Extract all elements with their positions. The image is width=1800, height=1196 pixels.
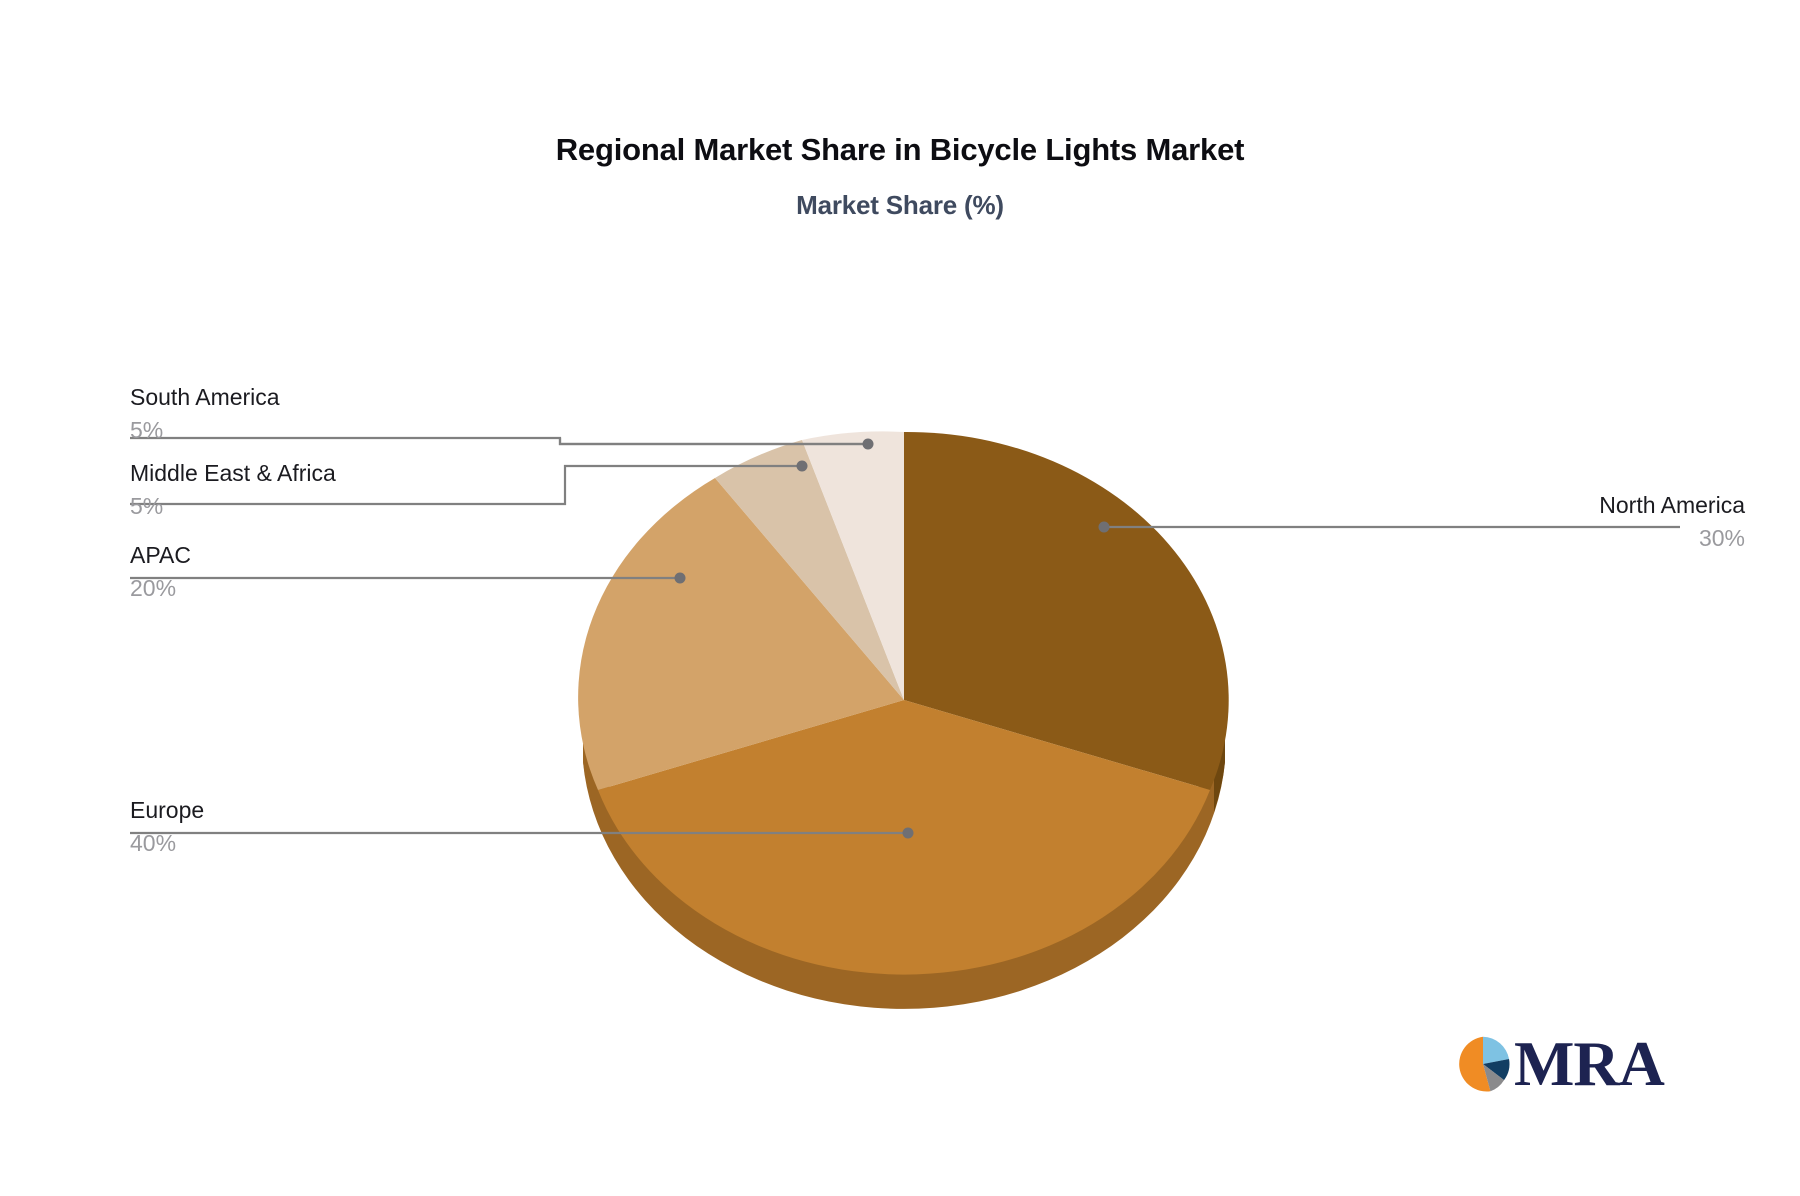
pie-slice-north-america[interactable] [904, 431, 1229, 790]
pie-slice-south-america[interactable] [802, 431, 904, 700]
leader-lines [130, 436, 1680, 835]
callout-north-america[interactable]: North America 30% [1599, 490, 1745, 554]
leader-dot-apac [674, 572, 686, 584]
callout-label-apac: APAC [130, 542, 191, 568]
pie-slice-apac[interactable] [578, 478, 904, 790]
callout-label-europe: Europe [130, 797, 205, 823]
leader-dot-europe [902, 827, 914, 839]
callout-value-south-america: 5% [130, 417, 164, 444]
callout-middle-east-africa[interactable]: Middle East & Africa 5% [130, 458, 336, 522]
callout-south-america[interactable]: South America 5% [130, 382, 280, 446]
logo-wordmark: MRA [1514, 1028, 1665, 1099]
callout-label-middle-east-africa: Middle East & Africa [130, 460, 336, 486]
leader-dot-south-america [862, 438, 874, 450]
page-title: Regional Market Share in Bicycle Lights … [555, 132, 1245, 167]
pie-slice-middle-east-africa[interactable] [715, 440, 904, 700]
callout-value-europe: 40% [130, 830, 177, 857]
leader-dot-north-america [1098, 521, 1110, 533]
callout-value-north-america: 30% [1698, 525, 1745, 552]
callout-europe[interactable]: Europe 40% [130, 795, 204, 859]
chart-subtitle: Market Share (%) [796, 190, 1004, 220]
callout-label-north-america: North America [1599, 492, 1745, 518]
callout-label-south-america: South America [130, 384, 280, 410]
callout-value-middle-east-africa: 5% [130, 493, 164, 520]
pie-chart-icon [1459, 1036, 1510, 1092]
callout-value-apac: 20% [130, 575, 177, 602]
pie-top-face [578, 431, 1229, 975]
pie-slice-europe[interactable] [598, 700, 1210, 975]
leader-dots [674, 438, 1110, 839]
leader-dot-middle-east-africa [796, 460, 808, 472]
brand-logo[interactable]: MRA [1452, 1028, 1665, 1099]
callout-apac[interactable]: APAC 20% [130, 540, 191, 604]
